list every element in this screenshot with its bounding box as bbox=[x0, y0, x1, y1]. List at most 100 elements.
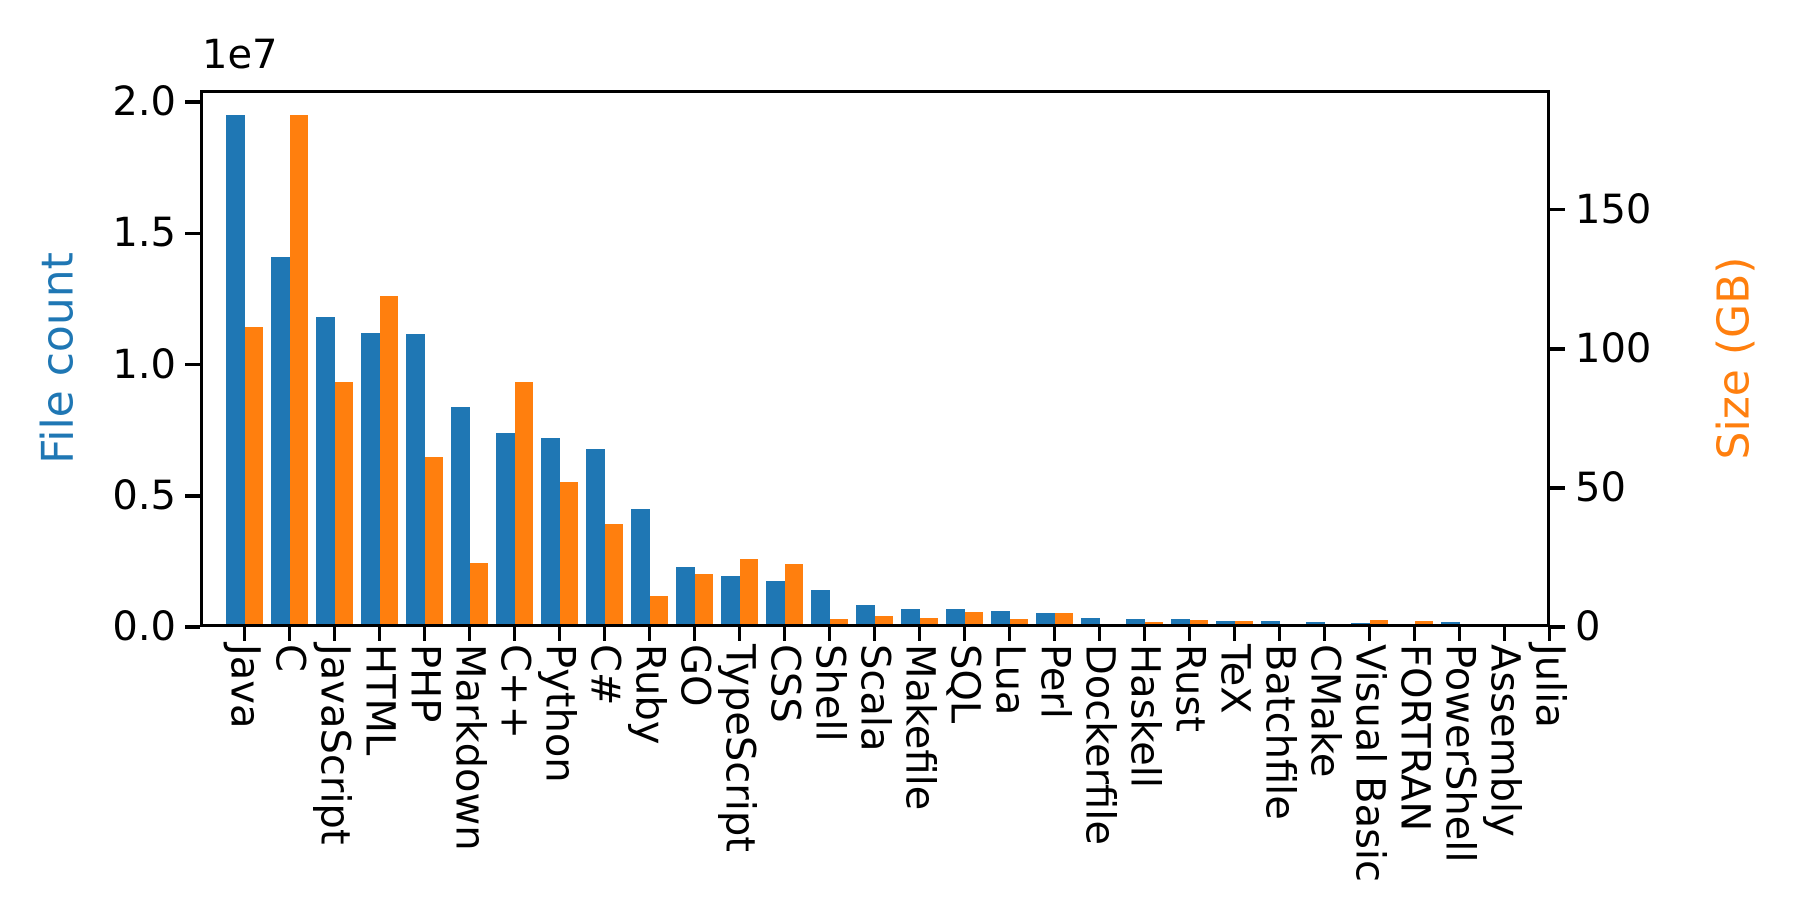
bar-file-count-PHP bbox=[406, 334, 425, 627]
bar-size-C++ bbox=[514, 382, 533, 627]
right-y-tick-0 bbox=[1550, 625, 1565, 629]
x-tick-label-GO: GO bbox=[671, 644, 718, 707]
bar-size-Makefile bbox=[919, 618, 938, 627]
x-tick-CMake bbox=[1322, 627, 1327, 641]
x-tick-label-Markdown: Markdown bbox=[446, 644, 493, 851]
x-tick-label-TeX: TeX bbox=[1211, 644, 1258, 714]
bar-file-count-Dockerfile bbox=[1081, 618, 1100, 627]
x-tick-PHP bbox=[422, 627, 427, 641]
left-y-tick-label-1.5: 1.5 bbox=[112, 210, 176, 257]
bar-file-count-Markdown bbox=[451, 406, 470, 627]
x-tick-Scala bbox=[872, 627, 877, 641]
bar-size-Rust bbox=[1189, 620, 1208, 627]
x-tick-Batchfile bbox=[1277, 627, 1282, 641]
bar-file-count-Haskell bbox=[1126, 619, 1145, 627]
bar-size-Perl bbox=[1054, 613, 1073, 627]
x-tick-GO bbox=[692, 627, 697, 641]
x-tick-label-Java: Java bbox=[221, 644, 268, 729]
x-tick-CSS bbox=[782, 627, 787, 641]
x-tick-label-PHP: PHP bbox=[401, 644, 448, 723]
bar-size-TypeScript bbox=[739, 558, 758, 627]
bar-file-count-SQL bbox=[946, 608, 965, 627]
x-tick-label-Shell: Shell bbox=[806, 644, 853, 742]
axes-spines bbox=[200, 90, 1550, 627]
bar-size-Shell bbox=[829, 618, 848, 627]
bar-size-Python bbox=[559, 482, 578, 627]
x-tick-label-JavaScript: JavaScript bbox=[311, 644, 358, 845]
bar-file-count-Rust bbox=[1171, 619, 1190, 627]
x-tick-Markdown bbox=[467, 627, 472, 641]
x-tick-Julia bbox=[1547, 627, 1552, 641]
x-tick-Assembly bbox=[1502, 627, 1507, 641]
bar-file-count-CSS bbox=[766, 581, 785, 627]
x-tick-Dockerfile bbox=[1097, 627, 1102, 641]
left-y-tick-label-0.5: 0.5 bbox=[112, 472, 176, 519]
x-tick-label-C: C bbox=[266, 644, 313, 672]
right-y-tick-label-0: 0 bbox=[1575, 604, 1601, 650]
x-tick-label-CMake: CMake bbox=[1301, 644, 1348, 778]
x-tick-TypeScript bbox=[737, 627, 742, 641]
left-y-tick-0.5 bbox=[185, 494, 200, 498]
bar-file-count-Perl bbox=[1036, 613, 1055, 627]
bar-size-GO bbox=[694, 574, 713, 627]
x-tick-C++ bbox=[512, 627, 517, 641]
x-tick-C# bbox=[602, 627, 607, 641]
x-tick-label-Dockerfile: Dockerfile bbox=[1076, 644, 1123, 845]
bar-file-count-Python bbox=[541, 438, 560, 627]
bar-file-count-C# bbox=[586, 448, 605, 627]
bar-file-count-C bbox=[271, 256, 290, 627]
right-y-tick-label-50: 50 bbox=[1575, 464, 1626, 511]
x-tick-Python bbox=[557, 627, 562, 641]
x-tick-label-Perl: Perl bbox=[1031, 644, 1078, 719]
plot-area bbox=[203, 93, 1547, 627]
x-tick-FORTRAN bbox=[1412, 627, 1417, 641]
bar-size-Scala bbox=[874, 616, 893, 627]
x-tick-JavaScript bbox=[332, 627, 337, 641]
bar-size-SQL bbox=[964, 611, 983, 627]
bar-size-C# bbox=[604, 524, 623, 627]
x-tick-label-C#: C# bbox=[581, 644, 628, 706]
x-tick-label-Batchfile: Batchfile bbox=[1256, 644, 1303, 820]
y-axis-offset-text: 1e7 bbox=[202, 32, 278, 78]
right-y-tick-100 bbox=[1550, 347, 1565, 351]
bar-size-HTML bbox=[379, 295, 398, 627]
right-y-tick-50 bbox=[1550, 486, 1565, 490]
bar-file-count-Batchfile bbox=[1261, 620, 1280, 627]
x-tick-Visual Basic bbox=[1367, 627, 1372, 641]
x-tick-label-Assembly: Assembly bbox=[1481, 644, 1528, 837]
x-tick-TeX bbox=[1232, 627, 1237, 641]
x-tick-label-Haskell: Haskell bbox=[1121, 644, 1168, 789]
x-tick-label-FORTRAN: FORTRAN bbox=[1391, 644, 1438, 832]
bar-size-Lua bbox=[1009, 618, 1028, 627]
left-y-tick-label-1.0: 1.0 bbox=[112, 341, 176, 388]
x-tick-Lua bbox=[1007, 627, 1012, 641]
bar-size-Ruby bbox=[649, 596, 668, 627]
x-tick-label-Python: Python bbox=[536, 644, 583, 783]
bar-size-Visual Basic bbox=[1369, 620, 1388, 627]
x-tick-label-Rust: Rust bbox=[1166, 644, 1213, 732]
left-y-tick-1.0 bbox=[185, 362, 200, 367]
left-y-tick-2.0 bbox=[185, 100, 200, 104]
x-tick-label-TypeScript: TypeScript bbox=[716, 644, 763, 852]
x-tick-Ruby bbox=[647, 627, 652, 641]
bar-size-Markdown bbox=[469, 563, 488, 627]
bar-file-count-HTML bbox=[361, 333, 380, 627]
bar-file-count-Ruby bbox=[631, 508, 650, 627]
x-tick-label-Makefile: Makefile bbox=[896, 644, 943, 811]
bar-size-PHP bbox=[424, 457, 443, 627]
bar-file-count-C++ bbox=[496, 432, 515, 627]
x-tick-label-Scala: Scala bbox=[851, 644, 898, 752]
right-y-tick-label-100: 100 bbox=[1575, 325, 1652, 372]
right-y-tick-label-150: 150 bbox=[1575, 186, 1652, 233]
bar-file-count-JavaScript bbox=[316, 317, 335, 627]
x-tick-label-Lua: Lua bbox=[986, 644, 1033, 716]
x-tick-C bbox=[287, 627, 292, 641]
x-tick-Rust bbox=[1187, 627, 1192, 641]
x-tick-label-SQL: SQL bbox=[941, 644, 988, 724]
bar-size-Java bbox=[244, 326, 263, 627]
left-y-tick-1.5 bbox=[185, 231, 200, 236]
bar-file-count-Scala bbox=[856, 604, 875, 627]
x-tick-label-Julia: Julia bbox=[1526, 644, 1573, 728]
x-tick-label-Ruby: Ruby bbox=[626, 644, 673, 745]
x-tick-label-C++: C++ bbox=[491, 644, 538, 739]
